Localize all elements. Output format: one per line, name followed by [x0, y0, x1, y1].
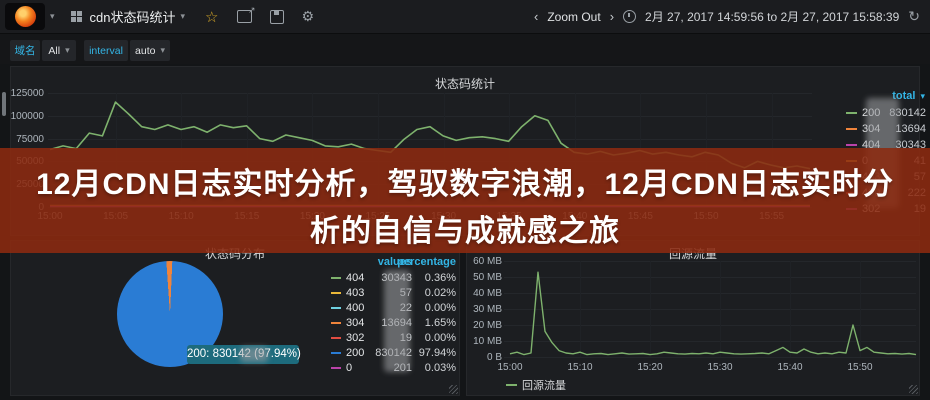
x-axis-tick-label: 15:30 — [707, 362, 733, 373]
pie-legend-percentage: 97.94% — [418, 347, 456, 359]
x-axis-tick-label: 15:00 — [497, 362, 523, 373]
legend-color-swatch — [846, 128, 857, 130]
pie-legend-percentage: 0.00% — [424, 302, 456, 314]
pie-legend-color-swatch — [331, 367, 341, 369]
interval-caret-icon: ▾ — [160, 45, 165, 55]
gridline-h — [504, 277, 916, 278]
navbar: ▾ cdn状态码统计 ▾ ☆ ↗ ⚙ ‹ Zoom Out › 2月 27, 2… — [0, 0, 930, 34]
gridline-h — [48, 138, 812, 140]
interval-value-text: auto — [135, 44, 156, 57]
gridline-h — [48, 93, 812, 94]
resize-handle[interactable] — [909, 385, 918, 394]
dashboard-title-text: cdn状态码统计 — [89, 10, 176, 25]
zoom-out-button[interactable]: Zoom Out — [547, 9, 601, 24]
banner-text-line2: 析的自信与成就感之旅 — [310, 215, 620, 248]
gridline-h — [504, 293, 916, 294]
pie-legend-color-swatch — [331, 307, 341, 309]
gridline-h — [504, 261, 916, 262]
pie-legend-label[interactable]: 200 — [346, 347, 365, 359]
y-axis-tick-label: 10 MB — [473, 336, 502, 347]
gridline-h — [504, 325, 916, 326]
y-axis-tick-label: 30 MB — [473, 304, 502, 315]
pie-legend-percentage: 1.65% — [424, 317, 456, 329]
pie-legend-label[interactable]: 302 — [346, 332, 365, 344]
pie-legend-color-swatch — [331, 277, 341, 279]
gridline-h — [504, 309, 916, 310]
pie-legend-label[interactable]: 400 — [346, 302, 365, 314]
dashboard-grid-icon — [70, 11, 82, 22]
pie-legend-percentage: 0.00% — [424, 332, 456, 344]
refresh-icon[interactable]: ↻ — [908, 8, 920, 24]
legend-total-value: 13694 — [895, 123, 926, 135]
gridline-v — [650, 261, 651, 357]
status-panel-title[interactable]: 状态码统计 — [434, 77, 495, 91]
domain-caret-icon: ▾ — [65, 45, 70, 55]
pie-legend-label[interactable]: 404 — [346, 272, 365, 284]
gridline-v — [860, 261, 861, 357]
timepicker-controls: ‹ Zoom Out › 2月 27, 2017 14:59:56 to 2月 … — [534, 8, 920, 25]
dashboard-title[interactable]: cdn状态码统计 ▾ — [90, 7, 186, 26]
pie-legend-percentage: 0.36% — [424, 272, 456, 284]
domain-variable-label: 域名 — [10, 40, 40, 61]
pie-legend-color-swatch — [331, 322, 341, 324]
y-axis-tick-label: 100000 — [10, 110, 44, 122]
domain-value-text: All — [48, 44, 61, 57]
sort-caret-icon: ▾ — [920, 90, 925, 101]
traffic-legend-label: 回源流量 — [522, 380, 566, 392]
grafana-logo[interactable] — [5, 3, 45, 30]
legend-color-swatch — [846, 144, 857, 146]
y-axis-tick-label: 40 MB — [473, 288, 502, 299]
pie-legend-color-swatch — [331, 292, 341, 294]
watermark-banner: 12月CDN日志实时分析，驾驭数字浪潮，12月CDN日志实时分 析的自信与成就感… — [0, 148, 930, 253]
y-axis-tick-label: 60 MB — [473, 256, 502, 267]
gridline-v — [790, 261, 791, 357]
time-back-chevron-icon[interactable]: ‹ — [534, 9, 539, 24]
gridline-h — [504, 341, 916, 342]
pie-percentage-header[interactable]: percentage — [397, 256, 456, 268]
x-axis-tick-label: 15:20 — [637, 362, 663, 373]
pie-values-header[interactable]: values — [377, 256, 412, 268]
gear-icon[interactable]: ⚙ — [301, 8, 315, 24]
x-axis-tick-label: 15:40 — [777, 362, 803, 373]
x-axis-tick-label: 15:10 — [567, 362, 593, 373]
grafana-logo-icon — [14, 6, 36, 27]
share-icon[interactable]: ↗ — [237, 5, 255, 23]
star-icon[interactable]: ☆ — [205, 8, 219, 26]
pie-legend-label[interactable]: 0 — [346, 362, 353, 374]
pie-legend-color-swatch — [331, 352, 341, 354]
gridline-h — [504, 357, 916, 358]
row-drag-handle[interactable] — [2, 92, 6, 116]
y-axis-tick-label: 20 MB — [473, 320, 502, 331]
y-axis-tick-label: 75000 — [16, 133, 44, 145]
banner-text-line1: 12月CDN日志实时分析，驾驭数字浪潮，12月CDN日志实时分 — [36, 168, 894, 201]
pie-legend-color-swatch — [331, 337, 341, 339]
pie-legend-percentage: 0.03% — [424, 362, 456, 374]
clock-icon — [623, 10, 637, 23]
interval-variable-label: interval — [84, 40, 128, 61]
domain-variable-value[interactable]: All ▾ — [42, 40, 76, 61]
save-icon[interactable] — [270, 9, 285, 24]
gridline-v — [720, 261, 721, 357]
pie-legend-label[interactable]: 403 — [346, 287, 365, 299]
logo-caret-icon[interactable]: ▾ — [50, 11, 55, 21]
legend-color-swatch — [846, 112, 857, 114]
title-caret-icon: ▾ — [180, 11, 186, 21]
y-axis-tick-label: 50 MB — [473, 272, 502, 283]
pie-legend-percentage: 0.02% — [424, 287, 456, 299]
censor-blur — [384, 270, 410, 372]
traffic-legend-color — [506, 384, 517, 386]
y-axis-tick-label: 125000 — [10, 88, 44, 99]
y-axis-tick-label: 0 B — [486, 352, 502, 363]
gridline-v — [580, 261, 581, 357]
gridline-h — [48, 115, 812, 117]
resize-handle[interactable] — [449, 385, 458, 394]
pie-legend-label[interactable]: 304 — [346, 317, 365, 329]
interval-variable-value[interactable]: auto ▾ — [130, 40, 170, 61]
censor-blur — [240, 347, 268, 362]
traffic-legend-item[interactable]: 回源流量 — [506, 377, 566, 393]
time-forward-chevron-icon[interactable]: › — [609, 9, 615, 24]
time-range[interactable]: 2月 27, 2017 14:59:56 to 2月 27, 2017 15:5… — [645, 10, 900, 24]
x-axis-tick-label: 15:50 — [847, 362, 873, 373]
